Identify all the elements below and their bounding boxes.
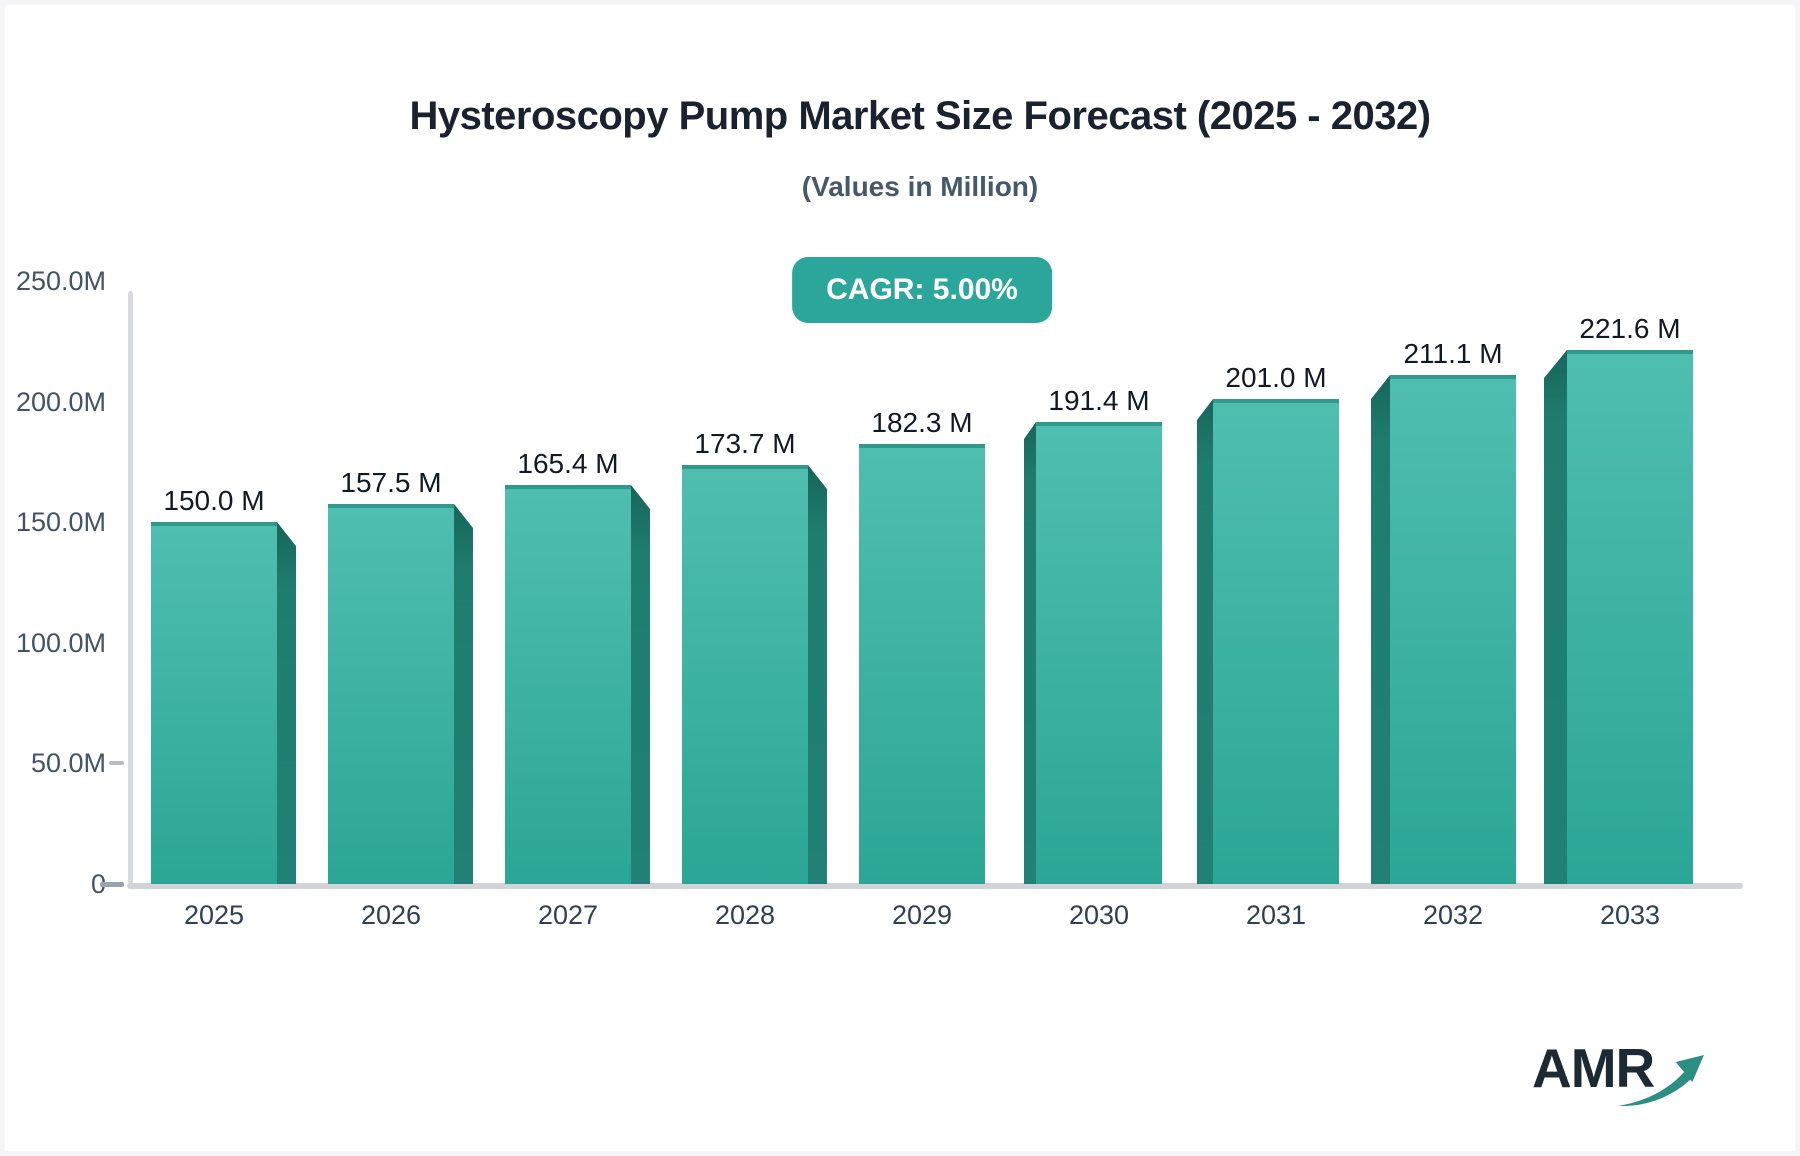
bar-2029 [859,444,985,884]
x-axis-label-2026: 2026 [360,900,422,930]
bar-3d-side [1024,422,1036,884]
bar-face-2033 [1567,350,1693,884]
value-label-2033: 221.6 M [1579,313,1681,344]
y-axis-label-100.0M: 100.0M [15,627,106,658]
bar-face-2025 [151,522,277,884]
bar-3d-side [1197,399,1213,884]
bar-2028 [682,465,827,884]
y-axis-tick [100,881,124,887]
value-label-2028: 173.7 M [694,428,796,459]
bar-3d-side [808,465,827,884]
bar-3d-side [277,522,296,884]
bar-face-2029 [859,444,985,884]
x-axis-label-2033: 2033 [1599,900,1661,930]
value-label-2025: 150.0 M [163,485,265,516]
chart-title: Hysteroscopy Pump Market Size Forecast (… [409,94,1431,138]
bar-face-2032 [1390,375,1516,884]
bar-3d-side [631,485,650,884]
x-axis-label-2025: 2025 [183,900,245,930]
x-axis-label-2030: 2030 [1068,900,1130,930]
bar-face-2026 [328,504,454,884]
bar-3d-side [1544,350,1567,884]
bar-2030 [1024,422,1162,884]
bar-3d-side [1371,375,1390,884]
growth-arrow-icon [1618,1055,1704,1107]
bar-2027 [505,485,650,884]
y-axis-label-200.0M: 200.0M [15,386,106,417]
y-axis-label-150.0M: 150.0M [15,507,106,538]
bar-3d-side [454,504,473,884]
amr-logo: AMR [1532,1038,1762,1118]
bar-2033 [1544,350,1693,884]
value-label-2029: 182.3 M [871,407,973,438]
x-axis-line [127,883,1743,889]
bar-2026 [328,504,473,884]
x-axis-label-2027: 2027 [537,900,599,930]
value-label-2026: 157.5 M [340,467,442,498]
bar-face-2030 [1036,422,1162,884]
bar-2031 [1197,399,1339,884]
bar-2025 [151,522,296,884]
bar-face-2031 [1213,399,1339,884]
value-label-2032: 211.1 M [1403,338,1503,369]
x-axis-label-2031: 2031 [1245,900,1307,930]
y-axis-line [128,291,133,884]
x-axis-label-2028: 2028 [714,900,776,930]
x-axis-label-2032: 2032 [1422,900,1484,930]
x-axis-label-2029: 2029 [891,900,953,930]
value-label-2031: 201.0 M [1225,362,1327,393]
y-axis-tick [109,761,124,766]
value-label-2030: 191.4 M [1048,385,1150,416]
y-axis-label-50.0M: 50.0M [30,748,106,779]
chart-subtitle: (Values in Million) [801,171,1039,202]
bar-face-2028 [682,465,808,884]
bar-2032 [1371,375,1516,884]
cagr-badge: CAGR: 5.00% [792,257,1052,323]
y-axis-label-0: 0 [90,869,106,899]
bar-face-2027 [505,485,631,884]
value-label-2027: 165.4 M [517,448,619,479]
y-axis-label-250.0M: 250.0M [15,266,106,296]
amr-logo-text: AMR [1532,1037,1655,1099]
